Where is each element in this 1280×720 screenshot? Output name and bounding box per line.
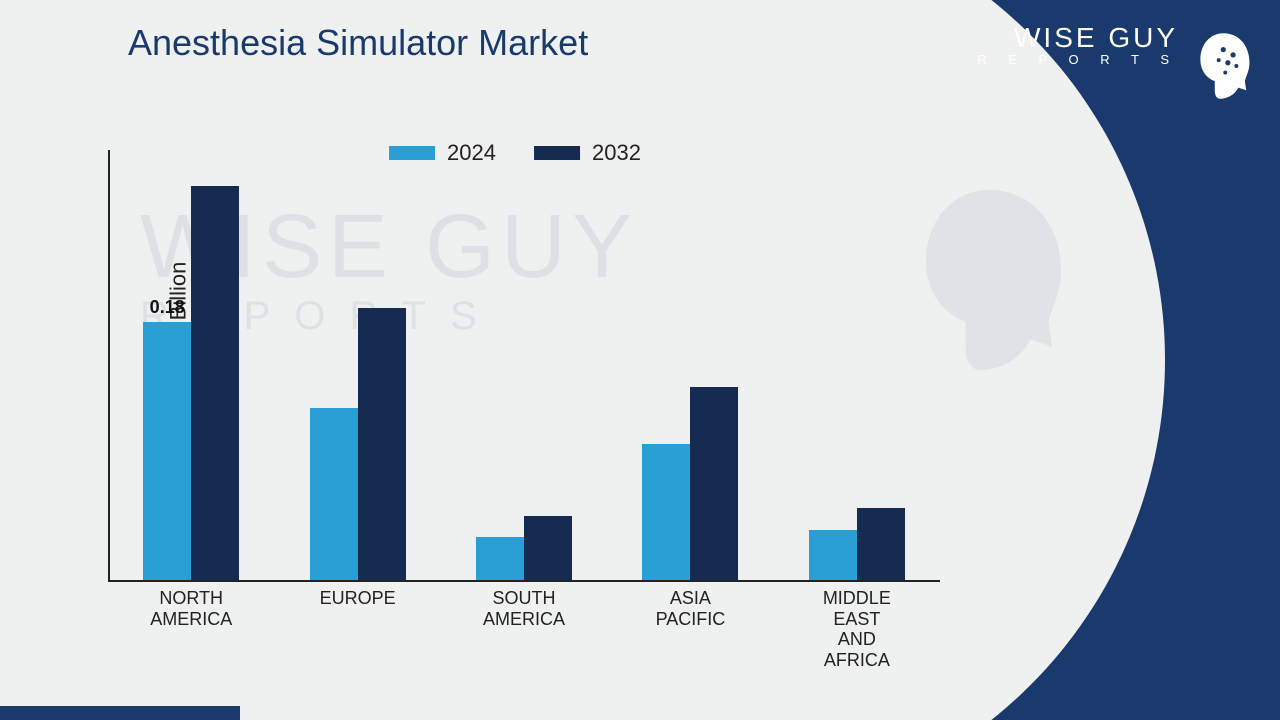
bar-group: 0.18 <box>108 150 274 580</box>
x-axis-labels: NORTHAMERICAEUROPESOUTHAMERICAASIAPACIFI… <box>108 588 940 671</box>
bar-2032 <box>191 186 239 580</box>
bar-2032 <box>857 508 905 580</box>
bar-2032 <box>358 308 406 580</box>
x-tick-label: NORTHAMERICA <box>108 588 274 671</box>
logo-text-bottom: R E P O R T S <box>977 52 1178 67</box>
chart-title: Anesthesia Simulator Market <box>128 22 588 64</box>
bar-group <box>607 150 773 580</box>
x-tick-label: ASIAPACIFIC <box>607 588 773 671</box>
x-axis-line <box>108 580 940 582</box>
bar-2024 <box>476 537 524 580</box>
logo-text-top: WISE GUY <box>977 22 1178 54</box>
bar-2032 <box>524 516 572 581</box>
bar-group <box>441 150 607 580</box>
x-tick-label: SOUTHAMERICA <box>441 588 607 671</box>
bar-groups: 0.18 <box>108 150 940 580</box>
bar-2024 <box>143 322 191 580</box>
bar-2024 <box>809 530 857 580</box>
bar-2024 <box>310 408 358 580</box>
bar-group <box>274 150 440 580</box>
bar-2032 <box>690 387 738 581</box>
bar-value-label: 0.18 <box>150 297 185 318</box>
footer-accent-bar <box>0 706 240 720</box>
x-tick-label: MIDDLEEASTANDAFRICA <box>774 588 940 671</box>
brand-logo: WISE GUY R E P O R T S <box>977 22 1256 67</box>
bar-group <box>774 150 940 580</box>
bar-2024 <box>642 444 690 580</box>
chart-plot-area: Market Size in USD Billion 2024 2032 0.1… <box>90 150 940 630</box>
x-tick-label: EUROPE <box>274 588 440 671</box>
chart-canvas: WISE GUY REPORTS Anesthesia Simulator Ma… <box>0 0 1280 720</box>
